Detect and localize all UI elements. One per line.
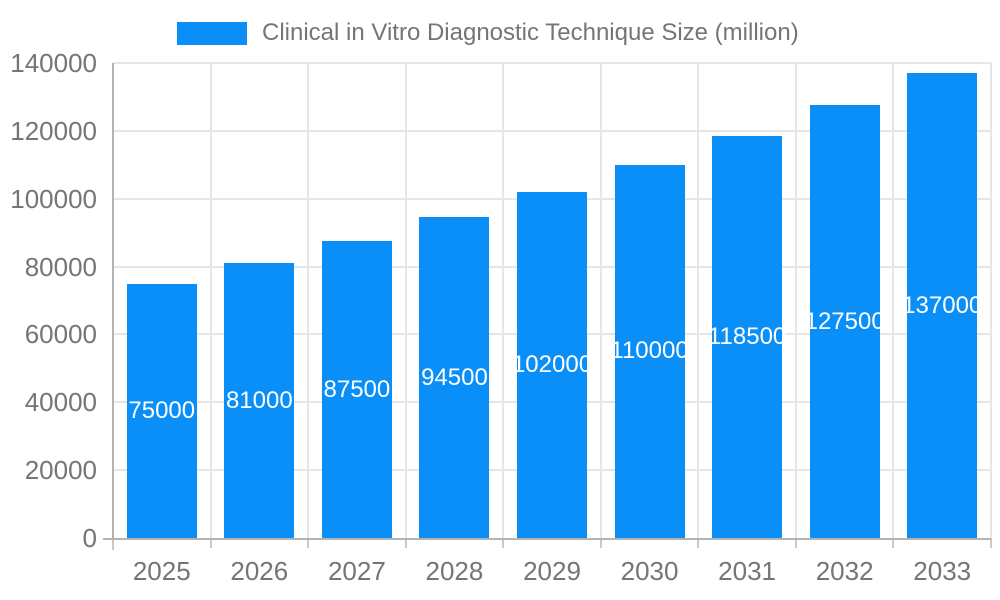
x-axis-tick-mark — [794, 538, 797, 548]
bar-value-label: 118500 — [707, 322, 787, 350]
bar-value-label: 102000 — [511, 350, 593, 378]
x-gridline — [892, 63, 895, 538]
bar-value-label: 94500 — [421, 363, 488, 391]
legend-swatch — [177, 21, 247, 45]
bar-2026: 81000 — [224, 263, 295, 538]
x-axis-label-2027: 2027 — [327, 556, 386, 586]
bar-2025: 75000 — [126, 283, 197, 538]
x-gridline — [794, 63, 797, 538]
x-axis-label-2029: 2029 — [523, 556, 581, 586]
y-gridline — [113, 129, 991, 132]
x-gridline — [697, 63, 700, 538]
x-axis-tick-mark — [209, 538, 212, 548]
x-gridline — [990, 63, 992, 538]
y-axis-line — [112, 63, 114, 538]
bar-2031: 118500 — [708, 135, 786, 538]
x-axis-label-2033: 2033 — [913, 556, 972, 586]
x-gridline — [502, 63, 505, 538]
bar-2030: 110000 — [610, 164, 689, 538]
x-axis-label-2026: 2026 — [230, 556, 289, 586]
legend: Clinical in Vitro Diagnostic Technique S… — [177, 20, 799, 46]
x-axis-tick-mark — [404, 538, 407, 548]
x-axis-tick-mark — [892, 538, 895, 548]
x-axis-line — [103, 538, 991, 540]
x-axis-tick-mark — [599, 538, 602, 548]
y-axis-tick-label: 100000 — [10, 183, 97, 214]
y-axis-tick-label: 20000 — [24, 455, 97, 486]
bar-value-label: 127500 — [804, 307, 885, 335]
x-axis-label-2030: 2030 — [620, 556, 679, 586]
x-gridline — [307, 63, 310, 538]
y-axis-tick-label: 140000 — [10, 48, 97, 78]
y-axis-tick-label: 80000 — [24, 251, 97, 282]
x-gridline — [404, 63, 407, 538]
bar-value-label: 75000 — [128, 396, 196, 424]
bar-2028: 94500 — [419, 217, 490, 538]
bar-value-label: 137000 — [902, 291, 983, 319]
y-axis-tick-label: 60000 — [24, 319, 97, 350]
x-axis-label-2032: 2032 — [815, 556, 874, 586]
bar-2027: 87500 — [321, 241, 392, 538]
bar-value-label: 81000 — [225, 386, 293, 414]
bar-2029: 102000 — [512, 191, 592, 538]
bar-2033: 137000 — [902, 73, 982, 538]
y-axis-zero-tick — [112, 538, 114, 550]
y-gridline — [113, 62, 991, 64]
x-gridline — [209, 63, 212, 538]
x-axis-label-2025: 2025 — [132, 556, 191, 586]
bar-value-label: 110000 — [610, 337, 689, 365]
x-axis-label-2031: 2031 — [718, 556, 777, 586]
x-axis-label-2028: 2028 — [425, 556, 484, 586]
chart-title: Clinical in Vitro Diagnostic Technique S… — [262, 19, 799, 46]
y-axis-tick-label: 120000 — [10, 115, 97, 146]
bar-value-label: 87500 — [323, 375, 391, 403]
bar-2032: 127500 — [805, 105, 885, 538]
x-axis-tick-mark — [697, 538, 700, 548]
x-axis-tick-mark — [307, 538, 310, 548]
y-axis-tick-label: 0 — [82, 523, 97, 553]
y-axis-tick-label: 40000 — [24, 387, 97, 418]
x-gridline — [599, 63, 602, 538]
x-axis-tick-mark — [502, 538, 505, 548]
x-axis-tick-mark — [990, 538, 992, 548]
